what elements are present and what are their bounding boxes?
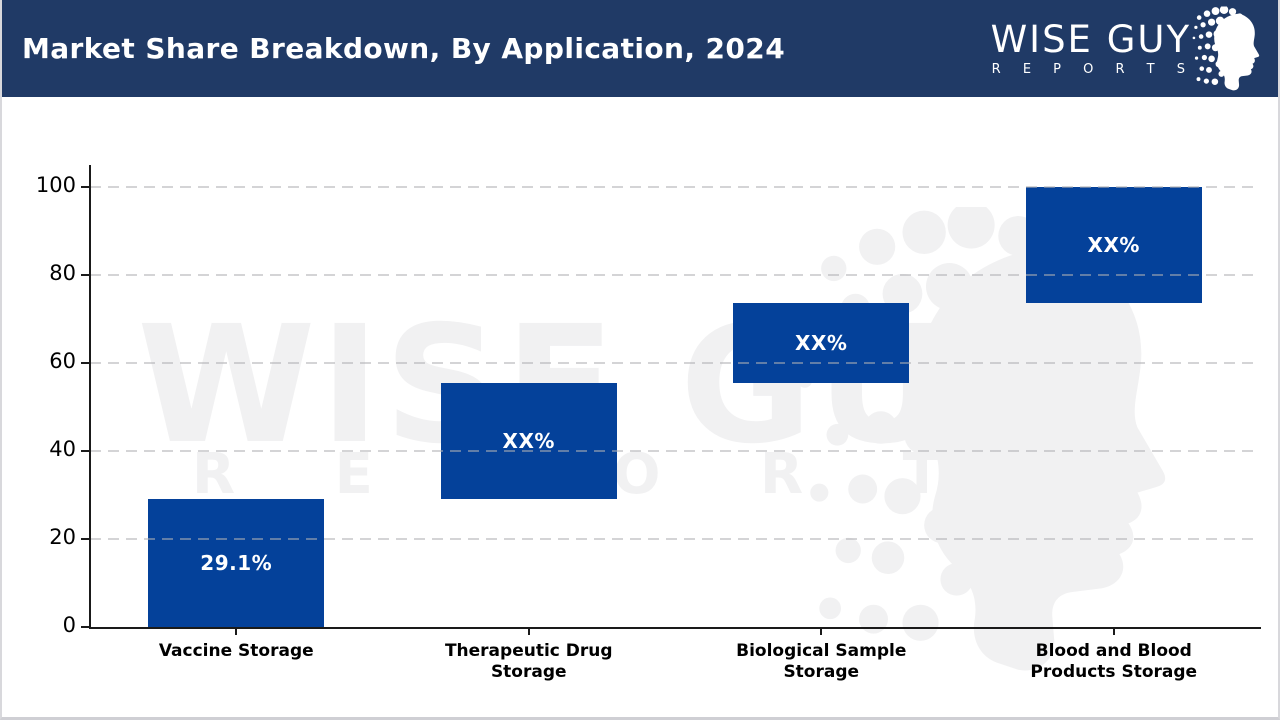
gridline-100	[90, 186, 1260, 188]
chart-title: Market Share Breakdown, By Application, …	[22, 32, 786, 65]
y-tick-mark-80	[81, 274, 89, 276]
logo-text-wise-guy: WISE GUY	[990, 17, 1192, 61]
x-category-text: Vaccine Storage	[158, 641, 314, 661]
y-tick-mark-0	[81, 626, 89, 628]
gridline-40	[90, 450, 1260, 452]
bar-value-label-3: XX%	[795, 330, 848, 355]
y-tick-mark-100	[81, 186, 89, 188]
y-tick-label-60: 60	[49, 349, 76, 373]
y-tick-mark-40	[81, 450, 89, 452]
header: Market Share Breakdown, By Application, …	[2, 0, 1278, 97]
y-tick-label-20: 20	[49, 525, 76, 549]
y-tick-mark-20	[81, 538, 89, 540]
bar-value-label-4: XX%	[1087, 232, 1140, 257]
x-tick-mark-2	[527, 628, 530, 635]
x-category-label-1: Vaccine Storage	[90, 641, 383, 662]
waterfall-chart: WISE GU R E P O R T S 0 20 40 60 80 100 29.1% V…	[2, 97, 1278, 717]
bar-value-label-1: 29.1%	[200, 550, 273, 575]
x-tick-mark-3	[820, 628, 823, 635]
wise-guy-logo: WISE GUY R E P O R T S	[988, 6, 1262, 92]
y-tick-label-40: 40	[49, 437, 76, 461]
x-category-text: Therapeutic Drug Storage	[444, 641, 613, 683]
bar-segment-4: XX%	[1025, 187, 1202, 303]
logo-head-icon	[1190, 6, 1262, 92]
x-category-label-2: Therapeutic Drug Storage	[383, 641, 676, 684]
y-tick-mark-60	[81, 362, 89, 364]
bar-value-label-2: XX%	[502, 428, 555, 453]
bar-segment-2: XX%	[440, 382, 617, 499]
x-tick-mark-1	[235, 628, 238, 635]
x-category-label-3: Biological Sample Storage	[675, 641, 968, 684]
x-category-text: Blood and Blood Products Storage	[1030, 641, 1198, 683]
x-category-label-4: Blood and Blood Products Storage	[968, 641, 1261, 684]
gridline-60	[90, 362, 1260, 364]
bar-segment-3: XX%	[733, 302, 910, 383]
y-tick-label-80: 80	[49, 261, 76, 285]
y-tick-label-100: 100	[35, 173, 76, 197]
bar-segment-1: 29.1%	[148, 498, 325, 627]
x-tick-mark-4	[1112, 628, 1115, 635]
logo-text-reports: R E P O R T S	[991, 61, 1194, 77]
y-tick-label-0: 0	[62, 613, 76, 637]
x-axis-line	[89, 627, 1261, 629]
y-axis-line	[89, 165, 91, 629]
gridline-80	[90, 274, 1260, 276]
gridline-20	[90, 538, 1260, 540]
x-category-text: Biological Sample Storage	[736, 641, 907, 683]
